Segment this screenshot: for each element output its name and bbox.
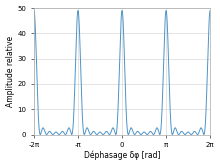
Y-axis label: Amplitude relative: Amplitude relative (6, 36, 15, 107)
X-axis label: Déphasage δφ [rad]: Déphasage δφ [rad] (84, 151, 160, 161)
